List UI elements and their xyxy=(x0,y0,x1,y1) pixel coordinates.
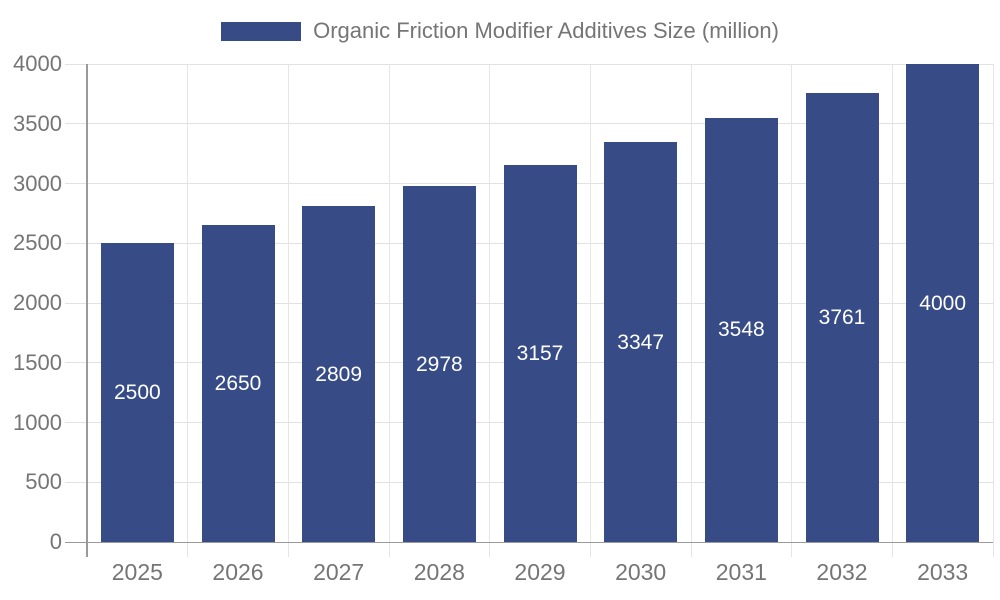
x-tick-label: 2033 xyxy=(917,559,969,585)
bar[interactable]: 4000 xyxy=(906,64,980,542)
bar-value-label: 3347 xyxy=(617,330,665,354)
y-tick-label: 4000 xyxy=(13,51,62,76)
x-grid-line xyxy=(992,64,994,557)
x-grid-line xyxy=(489,64,491,557)
y-tick-label: 0 xyxy=(49,529,62,554)
bar-value-label: 2809 xyxy=(315,362,363,386)
bar[interactable]: 2500 xyxy=(100,243,174,542)
bar-value-label: 3157 xyxy=(516,341,564,365)
y-tick-label: 2000 xyxy=(13,290,62,315)
x-tick-label: 2031 xyxy=(715,559,767,585)
bar[interactable]: 2809 xyxy=(302,206,376,542)
y-tick-label: 3500 xyxy=(13,110,62,136)
x-grid-line xyxy=(589,64,591,557)
bar-value-label: 4000 xyxy=(919,291,967,315)
bar[interactable]: 2978 xyxy=(402,186,476,542)
x-tick-label: 2029 xyxy=(514,559,566,585)
bar-value-label: 3761 xyxy=(818,305,866,329)
y-tick-label: 1000 xyxy=(13,409,62,435)
x-axis-line xyxy=(65,541,993,543)
y-tick-label: 500 xyxy=(25,469,62,495)
bar-value-label: 2978 xyxy=(415,352,463,376)
x-grid-line xyxy=(891,64,893,557)
x-tick-label: 2032 xyxy=(816,559,868,585)
plot-area: 0 500 1000 1500 2000 2500 3000 3500 4000 2500 2025… xyxy=(13,53,994,585)
bar-value-label: 3548 xyxy=(717,318,765,342)
y-tick-label: 1500 xyxy=(13,349,62,375)
bar[interactable]: 3347 xyxy=(604,142,678,542)
x-tick-label: 2027 xyxy=(313,559,365,585)
x-grid-line xyxy=(791,64,793,557)
x-grid-line xyxy=(388,64,390,557)
x-tick-label: 2028 xyxy=(413,559,465,585)
y-axis-line xyxy=(86,64,88,557)
legend-swatch xyxy=(221,21,302,41)
x-tick-label: 2030 xyxy=(615,559,667,585)
x-grid-line xyxy=(187,64,189,557)
bar[interactable]: 3548 xyxy=(704,118,778,542)
y-tick-label: 3000 xyxy=(13,170,62,196)
x-grid-line xyxy=(690,64,692,557)
x-tick-label: 2025 xyxy=(111,559,163,585)
bar[interactable]: 3761 xyxy=(805,92,879,542)
bar[interactable]: 3157 xyxy=(503,164,577,542)
x-tick-label: 2026 xyxy=(212,559,264,585)
legend-label: Organic Friction Modifier Additives Size… xyxy=(313,18,779,43)
x-grid-line xyxy=(287,64,289,557)
bar[interactable]: 2650 xyxy=(201,225,275,542)
y-grid-line xyxy=(65,63,993,65)
chart-legend[interactable]: Organic Friction Modifier Additives Size… xyxy=(0,18,1000,44)
bar-value-label: 2650 xyxy=(214,372,262,396)
y-tick-label: 2500 xyxy=(13,230,62,256)
bar-value-label: 2500 xyxy=(113,381,161,405)
y-grid-line xyxy=(65,123,993,125)
